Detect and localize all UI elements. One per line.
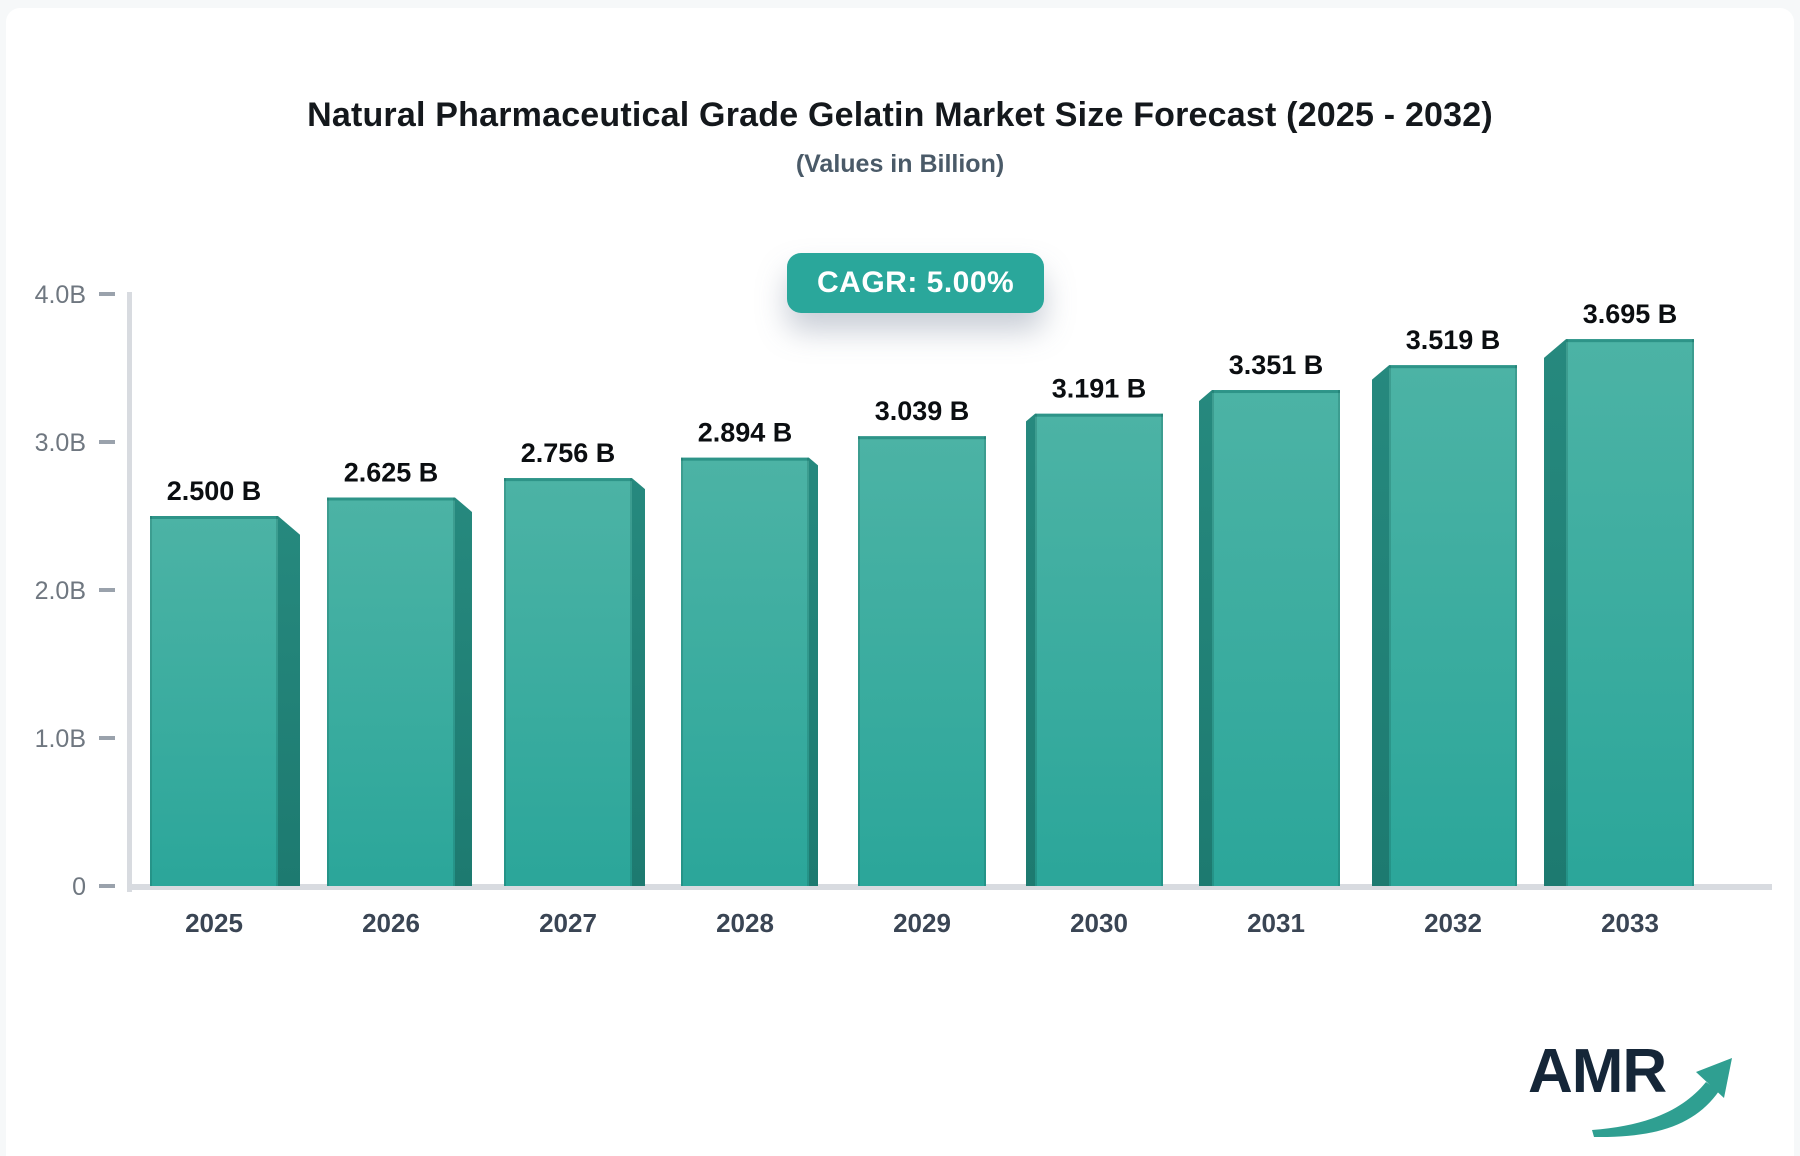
- bar-2030: [1035, 413, 1163, 886]
- bar-left-edge: [1389, 365, 1391, 886]
- bar-side-2027: [632, 478, 645, 886]
- bar-left-edge: [1035, 413, 1037, 886]
- bar-right-edge: [276, 516, 278, 886]
- bar-value-label: 2.756 B: [521, 438, 616, 468]
- bar-left-edge: [150, 516, 152, 886]
- bar-value-label: 3.039 B: [875, 396, 970, 426]
- bar-right-edge: [1338, 390, 1340, 886]
- bar-value-label: 3.191 B: [1052, 374, 1147, 404]
- x-axis-label: 2031: [1247, 908, 1305, 938]
- bar-right-edge: [453, 497, 455, 886]
- bar-value-label: 2.625 B: [344, 458, 439, 488]
- bar-right-edge: [984, 436, 986, 886]
- bar-side-2025: [278, 516, 300, 886]
- y-axis-label: 4.0B: [35, 281, 86, 309]
- x-axis-label: 2025: [185, 908, 243, 938]
- chart-title: Natural Pharmaceutical Grade Gelatin Mar…: [307, 96, 1493, 134]
- bar-2029: [858, 436, 986, 886]
- bar-side-2033: [1544, 339, 1566, 886]
- bar-top-edge: [1389, 365, 1517, 369]
- logo-text: AMR: [1528, 1037, 1666, 1106]
- bar-2028: [681, 457, 809, 886]
- bar-2032: [1389, 365, 1517, 886]
- x-axis-label: 2030: [1070, 908, 1128, 938]
- bar-right-edge: [1161, 413, 1163, 886]
- bar-top-edge: [858, 436, 986, 440]
- amr-logo: AMR: [1528, 1037, 1732, 1138]
- bar-value-label: 3.351 B: [1229, 350, 1324, 380]
- x-axis-label: 2026: [362, 908, 420, 938]
- bar-value-label: 2.500 B: [167, 476, 262, 506]
- bar-top-edge: [504, 478, 632, 482]
- y-axis-tick: [99, 736, 115, 740]
- bar-top-edge: [1212, 390, 1340, 394]
- x-axis-label: 2027: [539, 908, 597, 938]
- x-axis-label: 2028: [716, 908, 774, 938]
- bar-right-edge: [630, 478, 632, 886]
- bar-top-edge: [327, 497, 455, 501]
- bar-value-label: 2.894 B: [698, 418, 793, 448]
- bar-right-edge: [1692, 339, 1694, 886]
- bar-2025: [150, 516, 278, 886]
- y-axis-tick: [99, 588, 115, 592]
- y-axis-tick: [99, 884, 115, 888]
- x-axis-line: [127, 884, 1772, 890]
- bar-left-edge: [504, 478, 506, 886]
- bar-left-edge: [1566, 339, 1568, 886]
- y-axis-tick: [99, 440, 115, 444]
- cagr-badge: CAGR: 5.00%: [787, 253, 1045, 313]
- bar-left-edge: [1212, 390, 1214, 886]
- chart-subtitle: (Values in Billion): [795, 150, 1005, 178]
- bar-top-edge: [1035, 413, 1163, 417]
- x-axis-label: 2033: [1601, 908, 1659, 938]
- bar-2026: [327, 497, 455, 886]
- bar-value-label: 3.519 B: [1406, 325, 1501, 355]
- y-axis-label: 1.0B: [35, 725, 86, 753]
- bar-side-2032: [1372, 365, 1389, 886]
- bar-value-label: 3.695 B: [1583, 299, 1678, 329]
- bar-left-edge: [681, 457, 683, 886]
- y-axis-tick: [99, 292, 115, 296]
- bar-side-2026: [455, 497, 472, 886]
- logo-arrowhead-icon: [1696, 1058, 1732, 1098]
- bar-side-2030: [1026, 413, 1035, 886]
- bar-2033: [1566, 339, 1694, 886]
- bar-side-2028: [809, 457, 818, 886]
- bar-2031: [1212, 390, 1340, 886]
- bar-top-edge: [150, 516, 278, 519]
- logo-arrow-icon: [1592, 1082, 1719, 1138]
- bar-right-edge: [807, 457, 809, 886]
- y-axis-label: 2.0B: [35, 577, 86, 605]
- bar-right-edge: [1515, 365, 1517, 886]
- y-axis-line: [127, 292, 132, 892]
- bar-left-edge: [858, 436, 860, 886]
- bar-side-2031: [1199, 390, 1212, 886]
- bar-left-edge: [327, 497, 329, 886]
- x-axis-label: 2029: [893, 908, 951, 938]
- x-axis-label: 2032: [1424, 908, 1482, 938]
- bar-top-edge: [681, 457, 809, 461]
- bar-2027: [504, 478, 632, 886]
- bar-top-edge: [1566, 339, 1694, 343]
- y-axis-label: 3.0B: [35, 429, 86, 457]
- y-axis-label: 0: [72, 873, 86, 901]
